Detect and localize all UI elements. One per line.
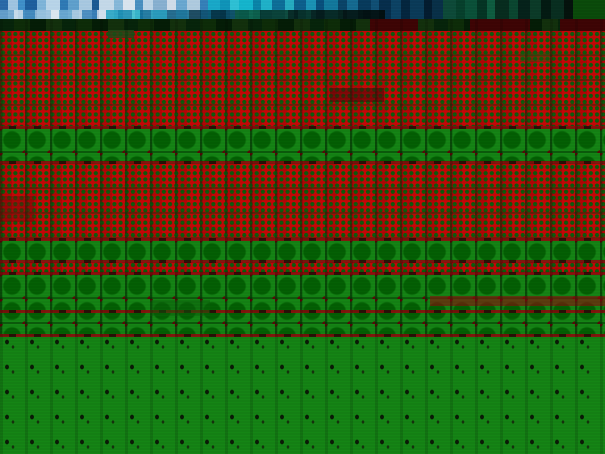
band-red-thin bbox=[0, 262, 605, 274]
mosaic-block-6 bbox=[72, 10, 82, 19]
band-green-lower bbox=[0, 274, 605, 336]
mosaic-block-13 bbox=[151, 10, 167, 19]
mosaic-block-45 bbox=[477, 0, 487, 19]
mosaic-block-26 bbox=[311, 10, 325, 19]
mosaic-block-1 bbox=[8, 0, 18, 19]
mosaic-block-49 bbox=[518, 0, 530, 19]
mosaic-block-44 bbox=[465, 0, 477, 19]
mosaic-block-42 bbox=[443, 0, 456, 19]
mosaic-block-39 bbox=[410, 0, 424, 19]
mosaic-block-1 bbox=[14, 10, 23, 19]
mosaic-block-52 bbox=[551, 0, 564, 19]
mosaic-block-21 bbox=[220, 0, 230, 19]
mosaic-block-22 bbox=[260, 10, 272, 19]
hairline-separator-3 bbox=[0, 238, 605, 241]
mosaic-block-22 bbox=[230, 0, 239, 19]
mosaic-block-32 bbox=[338, 0, 347, 19]
mosaic-block-50 bbox=[530, 0, 541, 19]
mosaic-block-6 bbox=[60, 0, 68, 19]
mosaic-block-2 bbox=[18, 0, 25, 19]
mosaic-block-7 bbox=[82, 10, 97, 19]
mosaic-block-15 bbox=[176, 10, 189, 19]
mosaic-block-27 bbox=[325, 10, 343, 19]
mosaic-block-9 bbox=[106, 10, 118, 19]
mosaic-block-51 bbox=[541, 0, 551, 19]
mosaic-block-9 bbox=[92, 0, 99, 19]
dark-band-red-segment-1 bbox=[470, 19, 530, 31]
mosaic-block-28 bbox=[343, 10, 363, 19]
mosaic-block-0 bbox=[0, 0, 8, 19]
mosaic-block-12 bbox=[140, 10, 151, 19]
mosaic-block-43 bbox=[456, 0, 465, 19]
mosaic-header-strip bbox=[0, 0, 605, 19]
dark-band-red-segment-2 bbox=[560, 19, 605, 31]
mosaic-block-48 bbox=[509, 0, 518, 19]
band-red-upper bbox=[0, 31, 605, 128]
band-green-flat-bottom bbox=[0, 336, 605, 454]
mosaic-block-10 bbox=[118, 10, 132, 19]
mosaic-block-20 bbox=[235, 10, 249, 19]
mosaic-block-27 bbox=[285, 0, 294, 19]
mosaic-block-16 bbox=[167, 0, 176, 19]
mosaic-block-37 bbox=[391, 0, 401, 19]
mosaic-block-40 bbox=[424, 0, 432, 19]
mosaic-block-5 bbox=[59, 10, 72, 19]
mosaic-block-13 bbox=[135, 0, 143, 19]
mosaic-block-14 bbox=[167, 10, 176, 19]
hairline-separator-7 bbox=[0, 334, 605, 337]
mosaic-block-29 bbox=[306, 0, 316, 19]
mosaic-block-53 bbox=[564, 0, 573, 19]
mosaic-block-23 bbox=[272, 10, 288, 19]
hairline-separator-4 bbox=[0, 260, 605, 263]
mosaic-block-30 bbox=[316, 0, 324, 19]
dark-band-red-segment-0 bbox=[370, 19, 418, 31]
mosaic-block-24 bbox=[288, 10, 298, 19]
mosaic-block-3 bbox=[35, 10, 51, 19]
mosaic-block-17 bbox=[176, 0, 187, 19]
band-red-mid bbox=[0, 164, 605, 240]
mosaic-block-0 bbox=[0, 10, 14, 19]
dark-transition-band bbox=[0, 19, 605, 31]
mosaic-block-8 bbox=[97, 10, 106, 19]
mosaic-header-strip-secondary bbox=[0, 10, 605, 19]
mosaic-block-18 bbox=[211, 10, 226, 19]
mosaic-block-25 bbox=[261, 0, 272, 19]
mosaic-block-19 bbox=[226, 10, 235, 19]
mosaic-block-16 bbox=[189, 10, 201, 19]
mosaic-block-14 bbox=[143, 0, 153, 19]
mosaic-block-17 bbox=[201, 10, 211, 19]
mosaic-block-11 bbox=[132, 10, 140, 19]
mosaic-block-33 bbox=[347, 0, 358, 19]
hairline-separator-2 bbox=[0, 161, 605, 164]
mosaic-block-2 bbox=[23, 10, 35, 19]
hairline-separator-6 bbox=[0, 310, 605, 313]
mosaic-block-47 bbox=[495, 0, 509, 19]
mosaic-block-29 bbox=[363, 10, 385, 19]
mosaic-block-38 bbox=[401, 0, 410, 19]
mosaic-block-11 bbox=[114, 0, 123, 19]
mosaic-block-7 bbox=[68, 0, 79, 19]
mosaic-block-35 bbox=[371, 0, 379, 19]
mosaic-block-46 bbox=[487, 0, 495, 19]
mosaic-block-41 bbox=[432, 0, 443, 19]
mosaic-block-21 bbox=[249, 10, 260, 19]
mosaic-block-4 bbox=[51, 10, 59, 19]
mosaic-block-25 bbox=[298, 10, 311, 19]
hairline-separator-5 bbox=[0, 272, 605, 275]
band-green-mid-upper bbox=[0, 128, 605, 164]
mosaic-block-19 bbox=[200, 0, 208, 19]
band-green-mid-lower bbox=[0, 240, 605, 262]
mosaic-block-4 bbox=[37, 0, 46, 19]
hairline-separator-1 bbox=[0, 126, 605, 129]
mosaic-block-24 bbox=[253, 0, 261, 19]
